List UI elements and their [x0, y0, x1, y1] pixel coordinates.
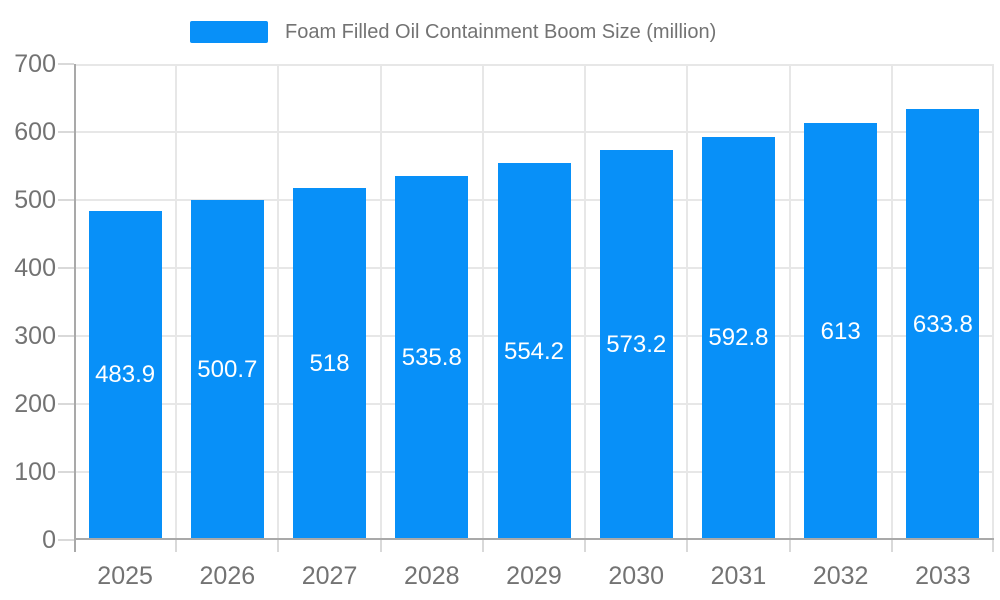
y-axis-line: [74, 64, 76, 552]
gridline-horizontal: [74, 131, 994, 133]
gridline-vertical: [992, 64, 994, 540]
plot-area: 0 100 200 300 400 500 600 700 483.9 2025 500.7 2026…: [14, 50, 994, 590]
bar-value-label: 633.8: [912, 310, 973, 338]
x-axis-tick: [788, 540, 791, 552]
y-axis-tick: [58, 539, 74, 541]
bar-value-label: 518: [309, 349, 350, 377]
y-axis-tick: [58, 471, 74, 473]
y-axis-label: 600: [14, 118, 56, 146]
bar-2029[interactable]: 554.2: [497, 163, 571, 540]
gridline-vertical: [584, 64, 587, 540]
legend-item[interactable]: Foam Filled Oil Containment Boom Size (m…: [190, 18, 716, 46]
x-axis-tick: [890, 540, 893, 552]
y-axis-tick: [58, 403, 74, 405]
x-axis-label: 2032: [812, 562, 869, 590]
gridline-vertical: [379, 64, 382, 540]
bar-value-label: 613: [820, 317, 861, 345]
gridline-vertical: [890, 64, 893, 540]
y-axis-label: 0: [42, 526, 56, 554]
y-axis-label: 500: [14, 186, 56, 214]
y-axis-tick: [58, 63, 74, 65]
bar-value-label: 535.8: [401, 343, 462, 371]
bar-2025[interactable]: 483.9: [88, 210, 162, 540]
bar-2027[interactable]: 518: [293, 187, 367, 540]
y-axis-tick: [58, 131, 74, 133]
gridline-vertical: [788, 64, 791, 540]
y-axis-label: 400: [14, 254, 56, 282]
y-axis-label: 700: [14, 50, 56, 78]
x-axis-label: 2031: [710, 562, 767, 590]
bar-2026[interactable]: 500.7: [190, 199, 264, 540]
x-axis-label: 2025: [97, 562, 153, 590]
bar-value-label: 573.2: [606, 331, 667, 359]
gridline-vertical: [277, 64, 280, 540]
x-axis-tick: [379, 540, 382, 552]
y-axis-label: 300: [14, 322, 56, 350]
x-axis-label: 2029: [506, 562, 562, 590]
bar-value-label: 554.2: [503, 337, 565, 365]
bar-2030[interactable]: 573.2: [599, 150, 673, 540]
x-axis-tick: [277, 540, 280, 552]
gridline-vertical: [481, 64, 484, 540]
y-axis-tick: [58, 335, 74, 337]
x-axis-line: [74, 538, 994, 540]
bar-2028[interactable]: 535.8: [395, 175, 469, 540]
x-axis-label: 2033: [915, 562, 971, 590]
x-axis-label: 2030: [608, 562, 665, 590]
gridline-horizontal: [74, 64, 994, 66]
legend-label: Foam Filled Oil Containment Boom Size (m…: [285, 20, 717, 43]
bar-value-label: 483.9: [95, 361, 156, 389]
y-axis-label: 100: [14, 458, 56, 486]
x-axis-tick: [175, 540, 178, 552]
gridline-vertical: [686, 64, 689, 540]
x-axis-tick: [481, 540, 484, 552]
legend-swatch: [190, 21, 268, 43]
x-axis-label: 2028: [403, 562, 460, 590]
x-axis-label: 2027: [301, 562, 358, 590]
x-axis-tick: [992, 540, 994, 552]
gridline-vertical: [175, 64, 178, 540]
x-axis-tick: [686, 540, 689, 552]
x-axis-label: 2026: [199, 562, 256, 590]
bar-2033[interactable]: 633.8: [906, 109, 980, 540]
bar-2031[interactable]: 592.8: [701, 136, 775, 540]
bar-value-label: 500.7: [197, 355, 258, 383]
bar-value-label: 592.8: [708, 324, 769, 352]
y-axis-tick: [58, 267, 74, 269]
x-axis-tick: [584, 540, 587, 552]
y-axis-label: 200: [14, 390, 56, 418]
y-axis-tick: [58, 199, 74, 201]
bar-2032[interactable]: 613: [804, 123, 878, 540]
